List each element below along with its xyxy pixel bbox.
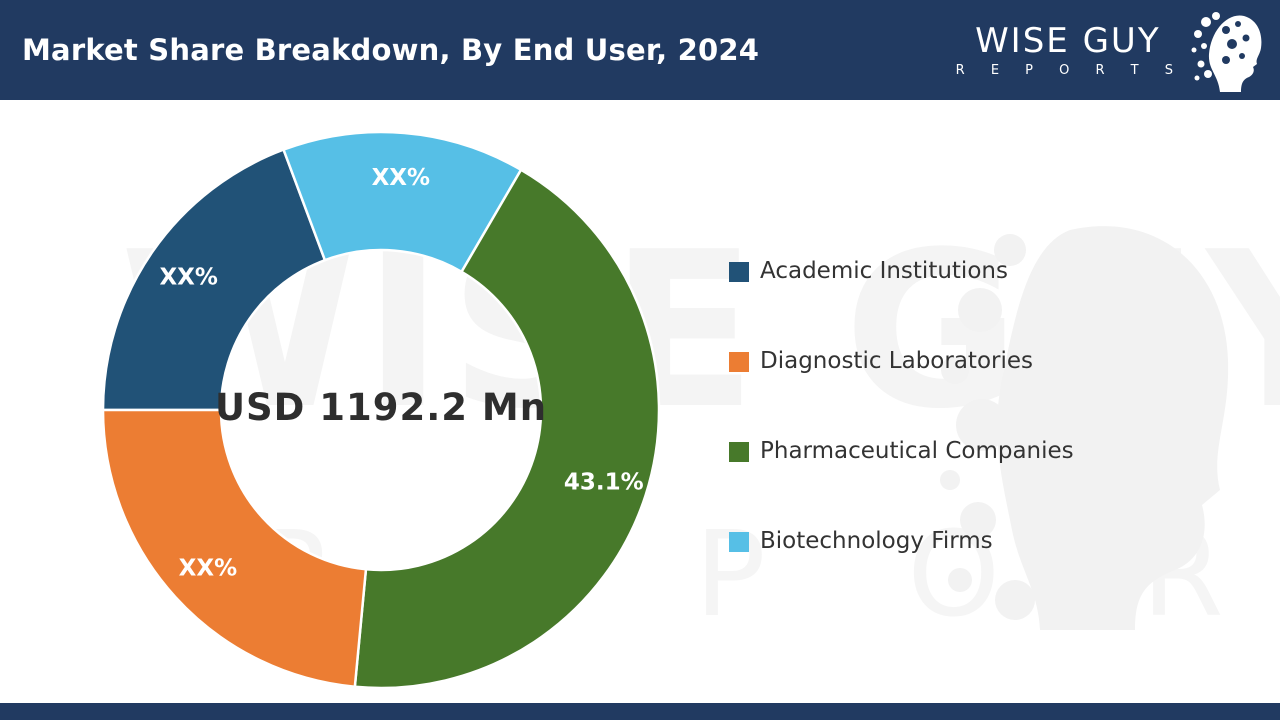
- logo-head-icon: [1191, 12, 1262, 92]
- segment-label-pharmaceutical-companies: 43.1%: [564, 470, 644, 496]
- segment-label-academic-institutions: XX%: [159, 265, 218, 291]
- legend-label-academic-institutions: Academic Institutions: [760, 258, 1008, 284]
- logo-text: WISE GUY R E P O R T S: [952, 24, 1184, 77]
- legend-label-biotechnology-firms: Biotechnology Firms: [760, 528, 993, 554]
- footer-bar: [0, 703, 1280, 720]
- segment-label-biotechnology-firms: XX%: [372, 165, 431, 191]
- logo-wordmark: WISE GUY: [975, 20, 1161, 61]
- legend-item-diagnostic-laboratories: Diagnostic Laboratories: [729, 348, 1074, 375]
- donut-segment-academic-institutions: [101, 148, 327, 412]
- chart-center-value: USD 1192.2 Mn: [214, 386, 548, 429]
- legend-item-pharmaceutical-companies: Pharmaceutical Companies: [729, 438, 1074, 465]
- segment-label-diagnostic-laboratories: XX%: [179, 555, 238, 581]
- legend-label-pharmaceutical-companies: Pharmaceutical Companies: [760, 438, 1074, 464]
- donut-segment-diagnostic-laboratories: [101, 408, 368, 689]
- donut-segment-pharmaceutical-companies: [353, 168, 661, 690]
- watermark-head-icon: [940, 226, 1229, 631]
- legend-label-diagnostic-laboratories: Diagnostic Laboratories: [760, 348, 1033, 374]
- legend-swatch-diagnostic-laboratories: [729, 351, 749, 372]
- legend-swatch-pharmaceutical-companies: [729, 441, 749, 462]
- legend: Academic Institutions Diagnostic Laborato…: [729, 258, 1074, 555]
- legend-swatch-biotechnology-firms: [729, 531, 749, 552]
- header-bar: Market Share Breakdown, By End User, 202…: [0, 0, 1280, 100]
- page-title: Market Share Breakdown, By End User, 202…: [22, 33, 760, 67]
- legend-item-academic-institutions: Academic Institutions: [729, 258, 1074, 285]
- logo-reports-text: R E P O R T S: [955, 62, 1184, 78]
- logo: WISE GUY R E P O R T S: [952, 8, 1262, 92]
- legend-swatch-academic-institutions: [729, 261, 749, 282]
- legend-item-biotechnology-firms: Biotechnology Firms: [729, 528, 1074, 555]
